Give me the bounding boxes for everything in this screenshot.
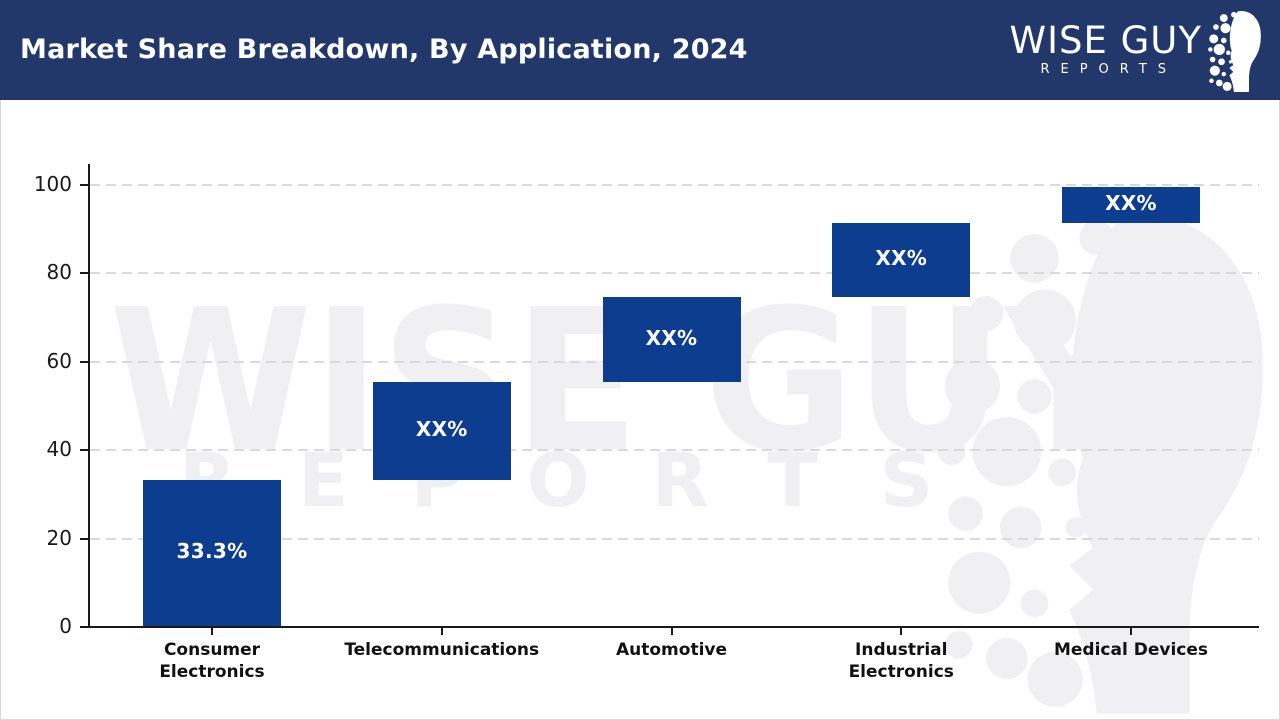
y-tickmark-20 bbox=[80, 537, 88, 540]
y-axis bbox=[88, 164, 90, 628]
brand-logo-text: WISE GUY REPORTS bbox=[1010, 21, 1202, 79]
y-tickmark-60 bbox=[80, 360, 88, 363]
category-label-automotive: Automotive bbox=[615, 640, 728, 660]
y-tick-label-20: 20 bbox=[46, 525, 72, 550]
bar-value-label-industrial-electronics: XX% bbox=[875, 246, 928, 271]
brand-subname: REPORTS bbox=[1040, 62, 1178, 77]
x-tickmark-automotive bbox=[670, 627, 673, 635]
app-header: Market Share Breakdown, By Application, … bbox=[0, 0, 1280, 100]
bar-value-label-automotive: XX% bbox=[645, 325, 698, 350]
y-tickmark-100 bbox=[80, 184, 88, 186]
x-axis bbox=[88, 626, 1259, 628]
category-label-medical-devices: Medical Devices bbox=[1053, 640, 1208, 660]
bar-value-label-telecommunications: XX% bbox=[415, 416, 468, 441]
x-tickmark-medical-devices bbox=[1130, 627, 1132, 635]
gridline-20 bbox=[90, 537, 1259, 540]
y-tick-label-80: 80 bbox=[46, 260, 72, 285]
category-label-industrial-electronics: Industrial Electronics bbox=[848, 640, 954, 683]
y-tickmark-40 bbox=[80, 449, 88, 452]
x-tickmark-consumer-electronics bbox=[211, 627, 213, 635]
x-tickmark-industrial-electronics bbox=[900, 627, 903, 635]
bar-automotive bbox=[602, 297, 741, 383]
gridline-40 bbox=[90, 449, 1259, 452]
gridline-100 bbox=[90, 184, 1259, 186]
y-tick-label-100: 100 bbox=[33, 172, 72, 196]
wiseguy-face-icon bbox=[1208, 11, 1261, 92]
y-tick-label-0: 0 bbox=[59, 614, 72, 638]
bar-value-label-medical-devices: XX% bbox=[1105, 191, 1157, 216]
bar-telecommunications bbox=[372, 382, 511, 480]
gridline-80 bbox=[90, 272, 1259, 275]
bar-consumer-electronics bbox=[143, 479, 281, 627]
y-tick-label-40: 40 bbox=[46, 437, 72, 462]
y-tickmark-0 bbox=[80, 626, 88, 628]
y-tick-label-60: 60 bbox=[46, 348, 72, 373]
bar-industrial-electronics bbox=[832, 223, 971, 298]
category-label-consumer-electronics: Consumer Electronics bbox=[159, 640, 265, 683]
y-tickmark-80 bbox=[80, 272, 88, 275]
category-label-telecommunications: Telecommunications bbox=[344, 640, 540, 660]
x-tickmark-telecommunications bbox=[440, 627, 443, 635]
page-title: Market Share Breakdown, By Application, … bbox=[20, 34, 748, 65]
brand-name: WISE GUY bbox=[1009, 19, 1202, 62]
brand-logo: WISE GUY REPORTS bbox=[1010, 6, 1272, 94]
bar-value-label-consumer-electronics: 33.3% bbox=[176, 539, 248, 564]
